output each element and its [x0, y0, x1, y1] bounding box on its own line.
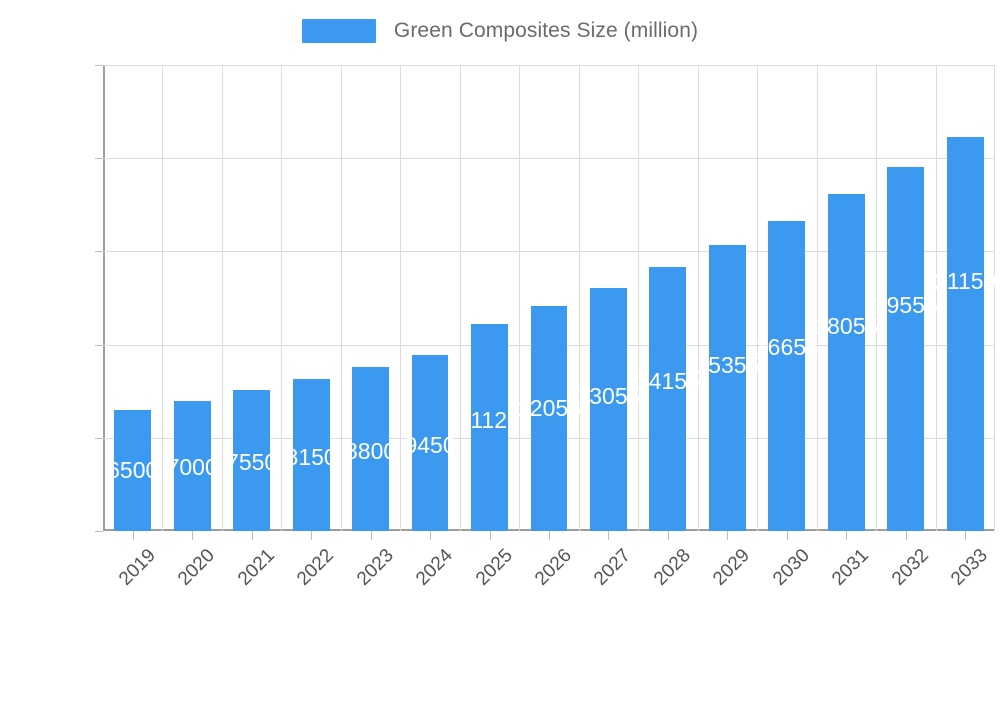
gridline-horizontal	[103, 251, 995, 253]
y-tick-mark	[95, 251, 103, 253]
bar[interactable]	[471, 323, 508, 531]
x-tick-mark	[965, 531, 966, 540]
x-tick-mark	[430, 531, 431, 540]
gridline-vertical	[757, 65, 758, 531]
y-tick-mark	[95, 344, 103, 346]
gridline-vertical	[222, 65, 223, 531]
bar[interactable]	[768, 220, 806, 531]
x-tick-mark	[371, 531, 372, 540]
gridline-vertical	[817, 65, 818, 531]
bar[interactable]	[173, 400, 211, 531]
x-tick-mark	[252, 531, 253, 540]
bar-slot: 13055	[576, 65, 640, 531]
legend-color-swatch[interactable]	[301, 19, 376, 43]
bar-slot: 9450	[404, 65, 456, 531]
y-tick-mark	[95, 65, 103, 66]
bar[interactable]	[649, 267, 687, 531]
bar[interactable]	[590, 287, 627, 531]
y-tick-mark	[95, 158, 103, 160]
gridline-vertical	[876, 65, 877, 531]
bar-slot: 18055	[814, 65, 878, 531]
bar-chart: Green Composites Size (million) 6500 7000…	[0, 12, 1000, 590]
bar-slot: 16655	[755, 65, 819, 531]
bar[interactable]	[114, 409, 152, 531]
gridline-vertical	[281, 65, 282, 531]
gridline-vertical	[936, 65, 937, 531]
x-tick-mark	[133, 531, 134, 540]
bar[interactable]	[530, 306, 568, 531]
bar[interactable]	[411, 354, 449, 531]
bar[interactable]	[292, 379, 330, 531]
x-tick-mark	[192, 531, 193, 540]
gridline-vertical	[994, 65, 995, 531]
bar-slot: 7000	[167, 65, 218, 531]
bar-slot: 21150	[934, 65, 996, 531]
gridline-vertical	[460, 65, 461, 531]
x-tick-mark	[846, 531, 847, 540]
chart-legend: Green Composites Size (million)	[0, 12, 1000, 50]
bar[interactable]	[233, 390, 271, 531]
bar[interactable]	[946, 136, 984, 531]
bar-slot: 14155	[636, 65, 700, 531]
bar-slot: 12055	[517, 65, 581, 531]
plot-area: 6500 7000 7550 8150 8800 9450 11120 12055 13055 1…	[95, 65, 996, 590]
gridline-vertical	[579, 65, 580, 531]
x-tick-mark	[727, 531, 728, 540]
x-tick-mark	[608, 531, 609, 540]
bar-slot: 8800	[345, 65, 396, 531]
gridline-horizontal	[103, 158, 995, 160]
bar[interactable]	[827, 194, 865, 531]
x-tick-mark	[906, 531, 907, 540]
gridline-vertical	[698, 65, 699, 531]
x-tick-mark	[549, 531, 550, 540]
gridline-vertical	[638, 65, 639, 531]
x-tick-mark	[490, 531, 491, 540]
gridline-vertical	[519, 65, 520, 531]
bar-slot: 7550	[226, 65, 277, 531]
gridline-horizontal	[103, 65, 995, 66]
bar-slot: 6500	[107, 65, 158, 531]
bar-slot: 11120	[459, 65, 520, 531]
bar[interactable]	[887, 166, 925, 531]
bar[interactable]	[708, 244, 746, 531]
x-tick-mark	[787, 531, 788, 540]
x-tick-mark	[668, 531, 669, 540]
y-tick-mark	[95, 531, 103, 532]
bar-series: 6500 7000 7550 8150 8800 9450 11120 12055 13055 1…	[103, 65, 996, 531]
x-tick-mark	[311, 531, 312, 540]
gridline-vertical	[400, 65, 401, 531]
bar-slot: 8150	[286, 65, 337, 531]
legend-label: Green Composites Size (million)	[393, 19, 699, 42]
bar-slot: 15355	[695, 65, 759, 531]
y-tick-mark	[95, 437, 103, 439]
bar[interactable]	[352, 366, 390, 531]
gridline-vertical	[162, 65, 163, 531]
bar-slot: 19555	[874, 65, 938, 531]
gridline-vertical	[341, 65, 342, 531]
